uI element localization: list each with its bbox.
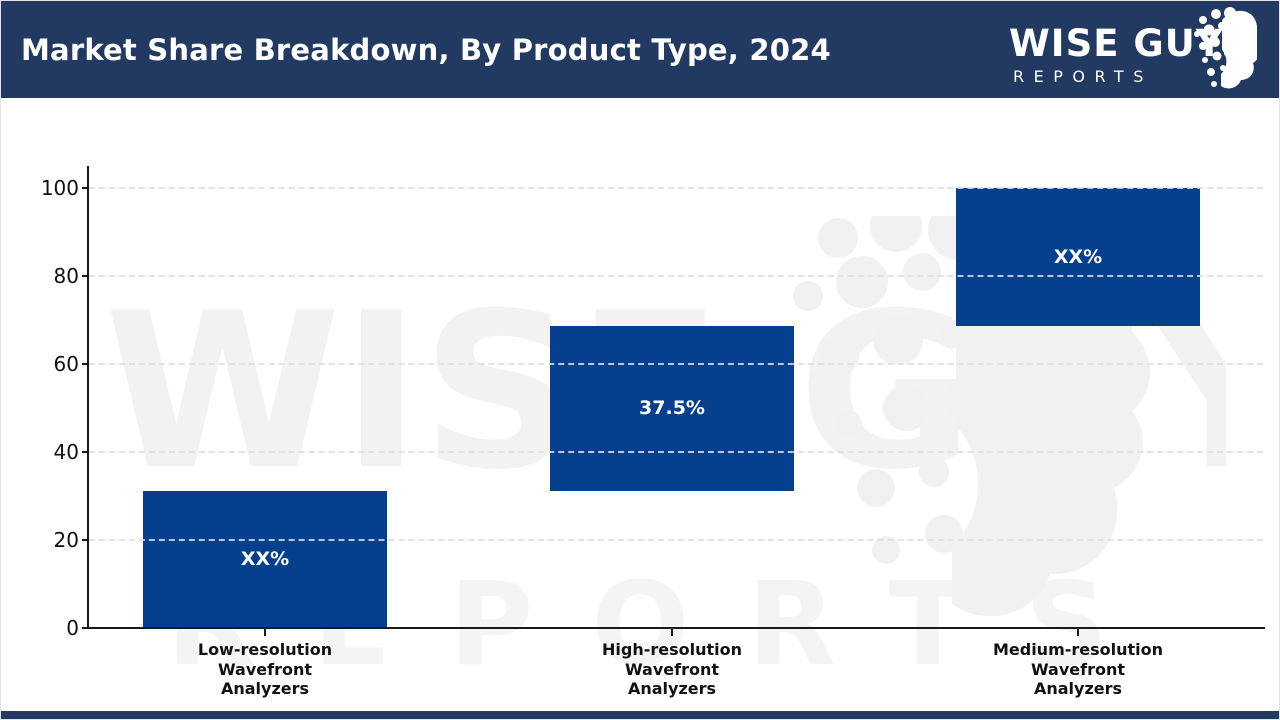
header-band: Market Share Breakdown, By Product Type,… [1, 1, 1279, 98]
bar-value-label-1: XX% [240, 548, 290, 571]
y-tick-20 [82, 539, 89, 541]
category-label-3: Medium-resolution Wavefront Analyzers [993, 640, 1163, 699]
y-tick-label-40: 40 [53, 440, 79, 464]
chart-title: Market Share Breakdown, By Product Type,… [21, 32, 831, 67]
x-tick-3 [1077, 629, 1079, 636]
category-label-line: Wavefront [1030, 659, 1126, 679]
y-tick-100 [82, 187, 89, 189]
y-tick-label-20: 20 [53, 528, 79, 552]
y-tick-label-80: 80 [53, 264, 79, 288]
category-label-line: Analyzers [627, 679, 717, 699]
y-tick-80 [82, 275, 89, 277]
bar-1: XX% [143, 490, 387, 628]
gridline-100 [89, 187, 1263, 189]
y-tick-label-0: 0 [66, 616, 79, 640]
logo-secondary-text: REPORTS [1013, 67, 1153, 86]
x-tick-2 [671, 629, 673, 636]
category-label-line: High-resolution [601, 640, 743, 659]
bar-2: 37.5% [550, 325, 794, 491]
gridline-20 [89, 539, 1263, 541]
logo-face-silhouette [1221, 10, 1257, 88]
category-label-1: Low-resolution Wavefront Analyzers [198, 640, 332, 699]
bar-value-label-2: 37.5% [639, 397, 705, 419]
y-tick-label-60: 60 [53, 352, 79, 376]
category-label-line: Wavefront [624, 659, 720, 679]
category-label-2: High-resolution Wavefront Analyzers [602, 640, 742, 699]
x-axis-spine [87, 627, 1265, 629]
gridline-80 [89, 275, 1263, 277]
gridline-60 [89, 363, 1263, 365]
logo-primary-text: WISE GUY [1009, 22, 1224, 65]
category-label-line: Analyzers [1033, 679, 1123, 699]
footer-band [1, 711, 1279, 719]
y-tick-60 [82, 363, 89, 365]
category-label-line: Low-resolution [197, 640, 333, 659]
category-label-line: Wavefront [217, 659, 313, 679]
category-label-line: Analyzers [220, 679, 310, 699]
y-axis-spine [87, 166, 89, 629]
gridline-40 [89, 451, 1263, 453]
x-tick-1 [264, 629, 266, 636]
y-tick-40 [82, 451, 89, 453]
y-tick-0 [82, 627, 89, 629]
y-tick-label-100: 100 [40, 176, 79, 200]
wise-guy-reports-logo: WISE GUY REPORTS [1009, 6, 1257, 88]
bar-value-label-3: XX% [1053, 245, 1103, 268]
bar-3: XX% [956, 188, 1200, 326]
category-label-line: Medium-resolution [992, 640, 1164, 659]
